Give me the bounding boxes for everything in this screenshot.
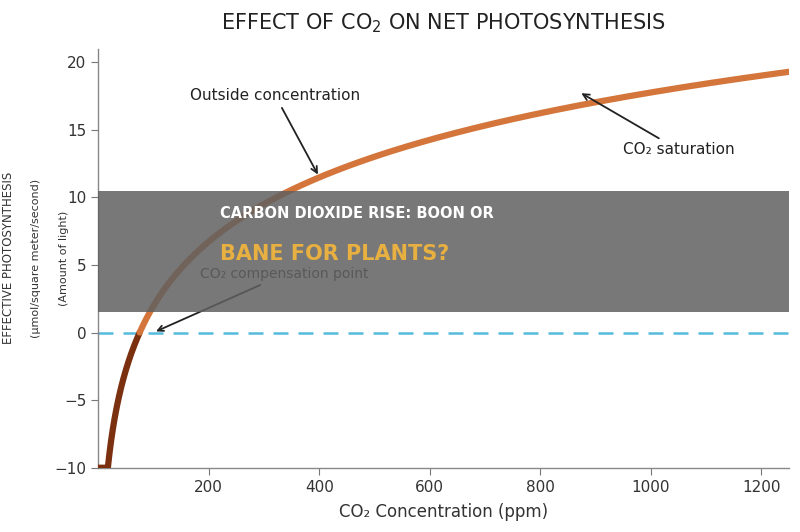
Text: CO₂ saturation: CO₂ saturation — [583, 94, 734, 157]
Text: Outside concentration: Outside concentration — [190, 88, 360, 173]
Text: (μmol/square meter/second): (μmol/square meter/second) — [31, 179, 41, 338]
Title: EFFECT OF CO$_2$ ON NET PHOTOSYNTHESIS: EFFECT OF CO$_2$ ON NET PHOTOSYNTHESIS — [221, 11, 666, 35]
Text: CARBON DIOXIDE RISE: BOON OR: CARBON DIOXIDE RISE: BOON OR — [220, 206, 494, 221]
Text: BANE FOR PLANTS?: BANE FOR PLANTS? — [220, 244, 449, 264]
Text: CO₂ compensation point: CO₂ compensation point — [158, 267, 369, 331]
X-axis label: CO₂ Concentration (ppm): CO₂ Concentration (ppm) — [339, 503, 548, 521]
Bar — [98, 190, 789, 312]
Text: (Amount of light): (Amount of light) — [58, 211, 69, 306]
Text: EFFECTIVE PHOTOSYNTHESIS: EFFECTIVE PHOTOSYNTHESIS — [2, 172, 15, 344]
